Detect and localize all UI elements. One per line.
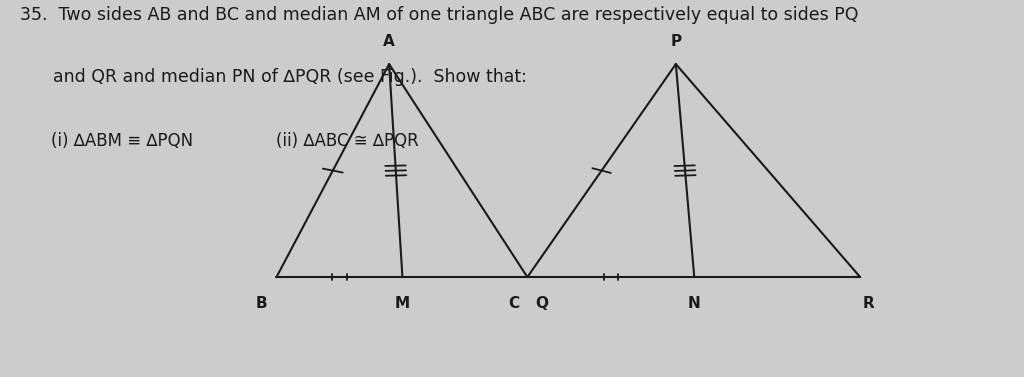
Text: B: B xyxy=(255,296,267,311)
Text: Q: Q xyxy=(536,296,549,311)
Text: P: P xyxy=(671,34,681,49)
Text: R: R xyxy=(862,296,874,311)
Text: (ii) ∆ABC ≅ ∆PQR: (ii) ∆ABC ≅ ∆PQR xyxy=(276,132,419,150)
Text: C: C xyxy=(508,296,519,311)
Text: A: A xyxy=(383,34,395,49)
Text: M: M xyxy=(395,296,410,311)
Text: 35.  Two sides AB and BC and median AM of one triangle ABC are respectively equa: 35. Two sides AB and BC and median AM of… xyxy=(20,6,859,24)
Text: N: N xyxy=(688,296,700,311)
Text: and QR and median PN of ∆PQR (see Fig.).  Show that:: and QR and median PN of ∆PQR (see Fig.).… xyxy=(20,68,527,86)
Text: (i) ∆ABM ≡ ∆PQN: (i) ∆ABM ≡ ∆PQN xyxy=(51,132,194,150)
